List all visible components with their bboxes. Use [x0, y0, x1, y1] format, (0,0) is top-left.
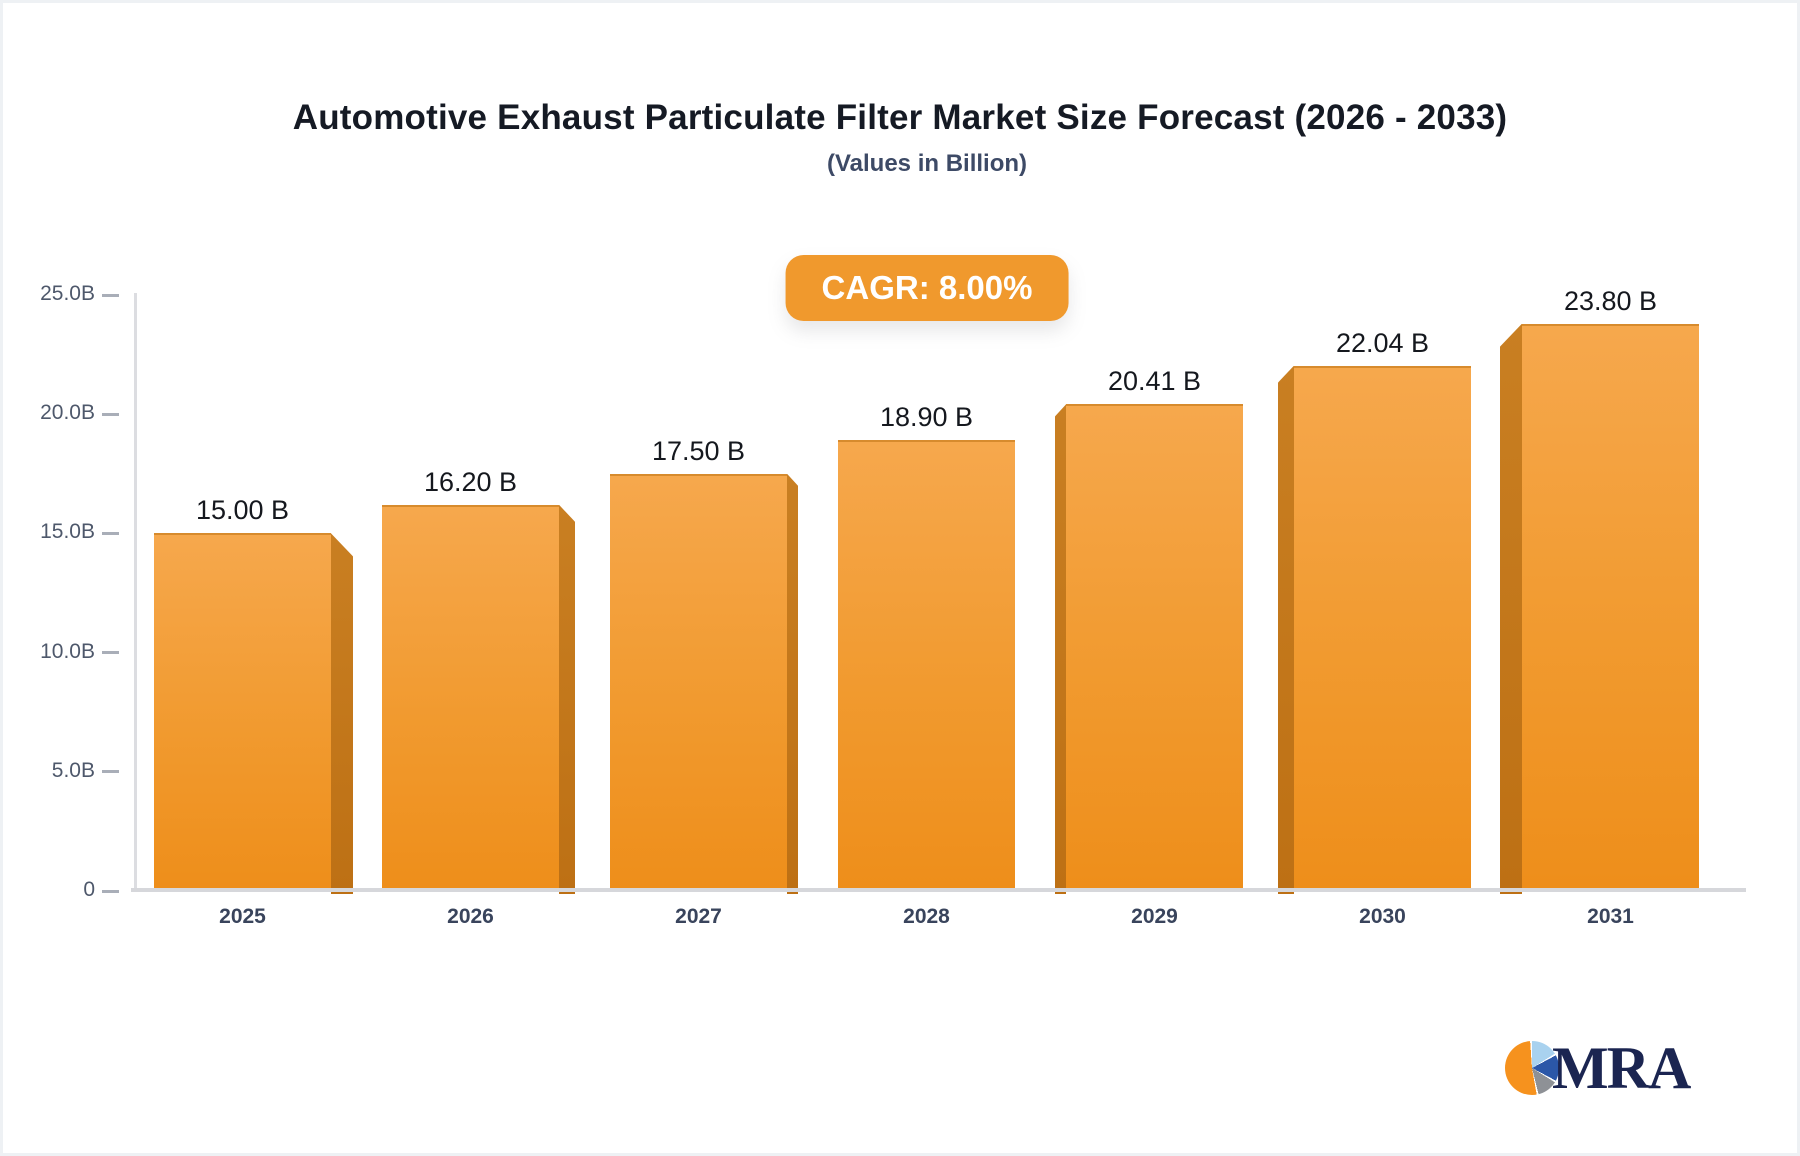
x-axis-label-2030: 2030	[1359, 905, 1406, 928]
y-axis-tick	[102, 651, 119, 655]
y-axis-tick-label: 20.0B	[40, 401, 95, 425]
x-axis-label-2026: 2026	[447, 905, 494, 928]
bar-side-face-2031	[1500, 323, 1522, 894]
y-axis-tick-label: 5.0B	[51, 758, 95, 782]
bar-2030	[1294, 365, 1471, 891]
bar-value-label-2027: 17.50 B	[651, 435, 746, 466]
bar-value-label-2031: 23.80 B	[1563, 285, 1658, 316]
brand-logo: MRA	[1505, 1035, 1691, 1101]
bar-2025	[154, 533, 331, 891]
x-axis-label-2028: 2028	[903, 905, 950, 928]
y-axis-tick	[102, 293, 119, 297]
bar-side-face-2027	[787, 473, 798, 894]
bar-2029	[1066, 404, 1243, 891]
bar-value-label-2029: 20.41 B	[1107, 366, 1202, 397]
bar-value-label-2030: 22.04 B	[1335, 327, 1430, 358]
bar-value-label-2026: 16.20 B	[423, 466, 518, 497]
bar-side-face-2026	[559, 504, 575, 894]
bar-2027	[610, 473, 787, 891]
cagr-badge: CAGR: 8.00%	[785, 255, 1069, 321]
bar-2031	[1522, 323, 1699, 891]
bar-side-face-2029	[1055, 404, 1066, 894]
y-axis-tick-label: 10.0B	[40, 639, 95, 663]
chart-subtitle: (Values in Billion)	[826, 150, 1028, 177]
y-axis-tick	[102, 412, 119, 416]
bar-value-label-2028: 18.90 B	[879, 402, 974, 433]
pie-chart-logo-icon	[1505, 1041, 1559, 1095]
chart-title: Automotive Exhaust Particulate Filter Ma…	[292, 98, 1508, 137]
bar-side-face-2030	[1278, 365, 1294, 894]
y-axis-tick-label: 15.0B	[40, 520, 95, 544]
x-axis-label-2027: 2027	[675, 905, 722, 928]
x-axis-label-2031: 2031	[1587, 905, 1634, 928]
x-axis-label-2029: 2029	[1131, 905, 1178, 928]
y-axis-tick	[102, 770, 119, 774]
brand-logo-text: MRA	[1552, 1035, 1691, 1101]
bar-side-face-2025	[331, 533, 353, 894]
y-axis-tick	[102, 889, 119, 893]
y-axis-tick-label: 25.0B	[40, 282, 95, 305]
x-axis-baseline	[131, 888, 1746, 892]
bar-2028	[838, 440, 1015, 891]
x-axis-label-2025: 2025	[219, 905, 266, 928]
y-axis-tick-label: 0	[83, 878, 95, 901]
y-axis-tick	[102, 531, 119, 535]
bar-value-label-2025: 15.00 B	[195, 495, 290, 526]
y-axis-line	[134, 293, 137, 891]
bar-2026	[382, 504, 559, 891]
